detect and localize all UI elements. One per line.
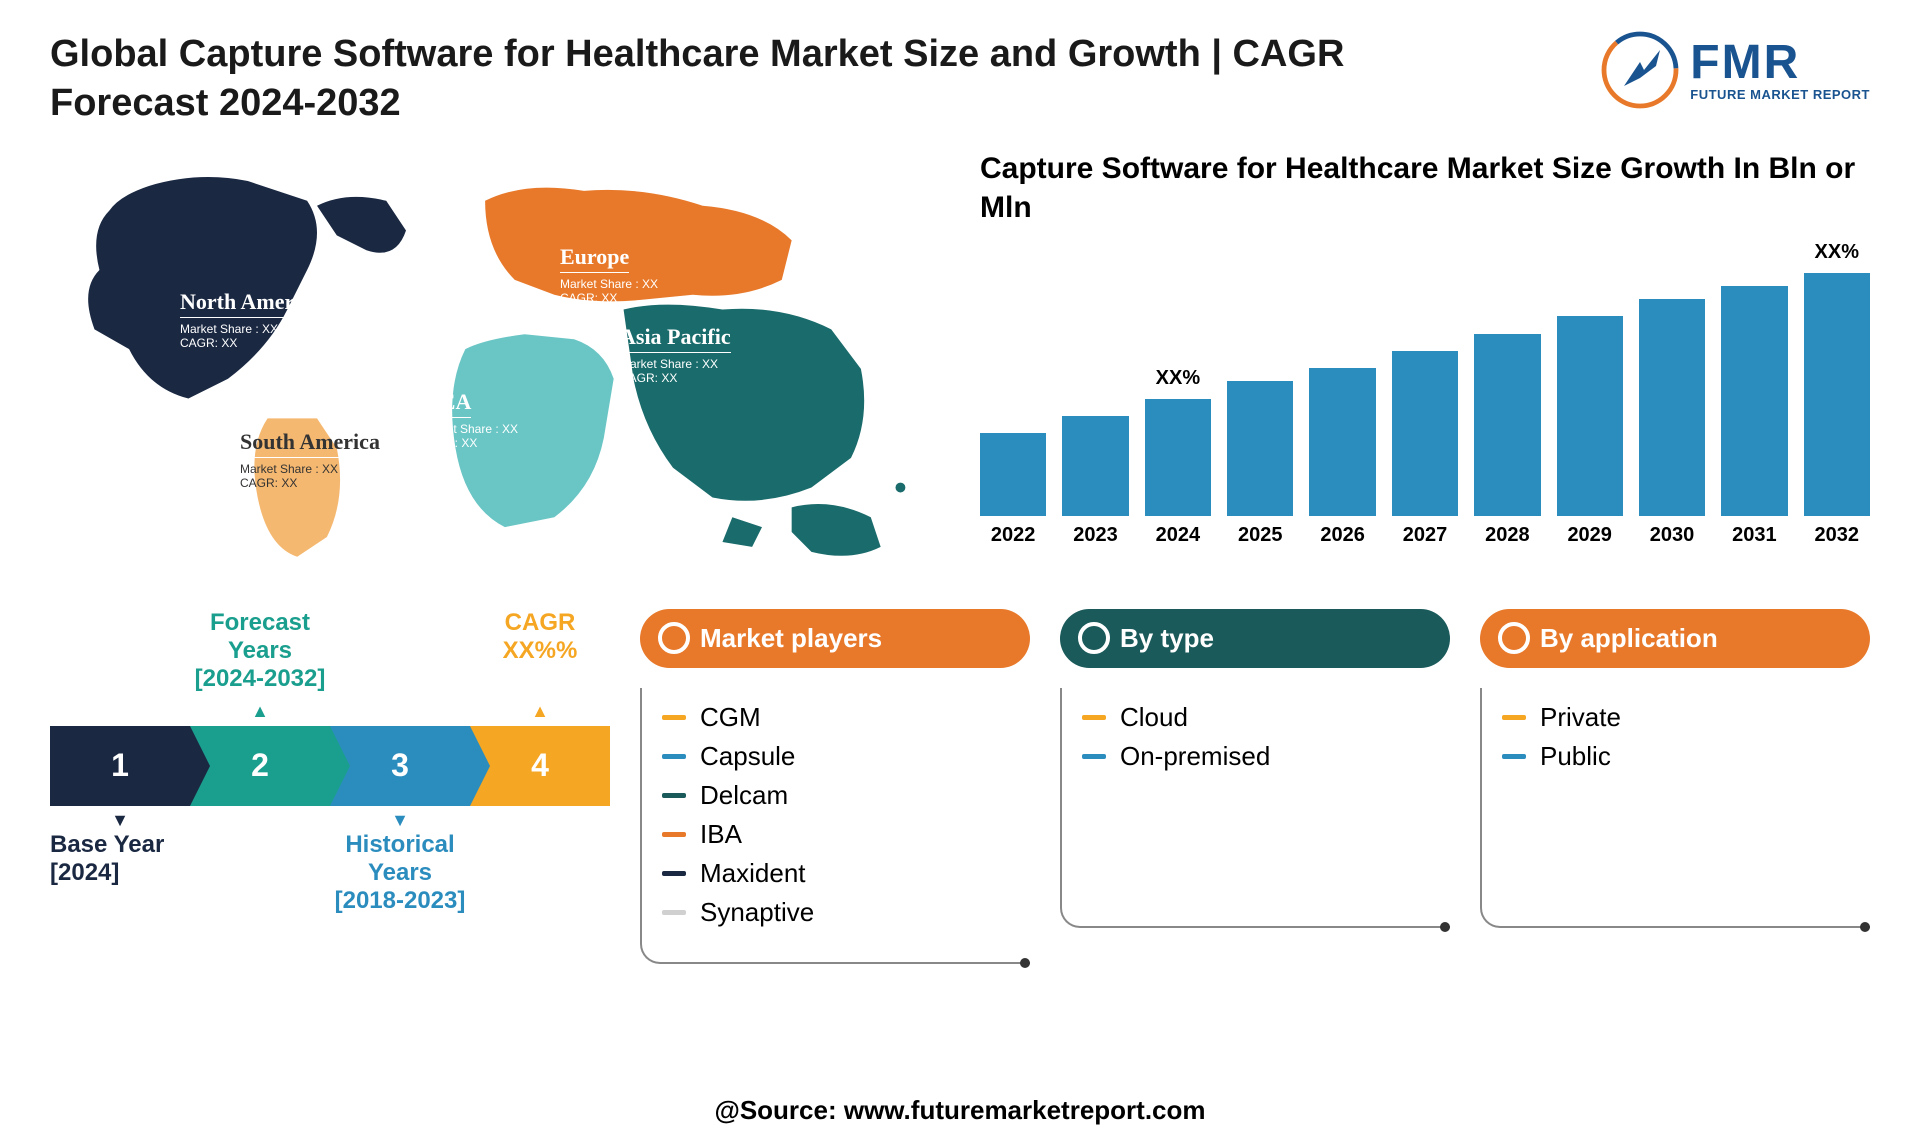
region-label: Asia PacificMarket Share : XXCAGR: XX	[620, 324, 731, 385]
segment-pill: Market players	[640, 609, 1030, 668]
bar	[1145, 399, 1211, 516]
bar-year-label: 2029	[1567, 524, 1612, 547]
bar-year-label: 2030	[1650, 524, 1695, 547]
timeline-step: 3	[330, 726, 470, 806]
bar-year-label: 2025	[1238, 524, 1283, 547]
bar	[1804, 273, 1870, 516]
cagr-label: CAGR XX%%	[470, 609, 610, 693]
bar	[1392, 351, 1458, 516]
bar-column: 2030	[1639, 267, 1705, 547]
bar-column: 2026	[1309, 336, 1375, 546]
historical-label: Historical Years [2018-2023]	[330, 831, 470, 915]
bar	[1721, 286, 1787, 516]
region-label: MEAMarket Share : XXCAGR: XX	[420, 389, 518, 450]
segment-column: By application Private Public	[1480, 609, 1870, 964]
bar-column: 2031	[1721, 254, 1787, 547]
bar-top-label: XX%	[1815, 241, 1859, 267]
bar-year-label: 2032	[1815, 524, 1860, 547]
logo-text-main: FMR	[1690, 39, 1870, 87]
bar	[1062, 416, 1128, 516]
segment-item: Delcam	[662, 776, 1030, 815]
bar-top-label: XX%	[1156, 367, 1200, 393]
timeline-step: 1	[50, 726, 190, 806]
bar	[1309, 368, 1375, 515]
bar	[1639, 299, 1705, 516]
segment-dash-icon	[662, 715, 686, 720]
segment-item-label: Private	[1540, 702, 1621, 733]
timeline: Forecast Years [2024-2032] CAGR XX%% ▲ ▲…	[50, 609, 610, 915]
region-label: EuropeMarket Share : XXCAGR: XX	[560, 244, 658, 305]
bar	[980, 433, 1046, 515]
segment-dash-icon	[662, 832, 686, 837]
bar-year-label: 2028	[1485, 524, 1530, 547]
source-attribution: @Source: www.futuremarketreport.com	[714, 1095, 1205, 1126]
segment-item-label: On-premised	[1120, 741, 1270, 772]
logo-icon	[1600, 30, 1680, 110]
segment-pill: By type	[1060, 609, 1450, 668]
bar-year-label: 2024	[1156, 524, 1201, 547]
segment-item-label: Public	[1540, 741, 1611, 772]
bar-year-label: 2031	[1732, 524, 1777, 547]
bar-column: 2028	[1474, 302, 1540, 547]
segment-column: By type Cloud On-premised	[1060, 609, 1450, 964]
segment-item: On-premised	[1082, 737, 1450, 776]
logo: FMR FUTURE MARKET REPORT	[1600, 30, 1870, 110]
bar-year-label: 2027	[1403, 524, 1448, 547]
segment-dash-icon	[662, 871, 686, 876]
segment-item: Capsule	[662, 737, 1030, 776]
bar-year-label: 2023	[1073, 524, 1118, 547]
logo-text-sub: FUTURE MARKET REPORT	[1690, 87, 1870, 102]
map-svg	[50, 149, 940, 569]
bar-year-label: 2022	[991, 524, 1036, 547]
base-year-label: Base Year [2024]	[50, 831, 190, 915]
region-label: North AmericaMarket Share : XXCAGR: XX	[180, 289, 321, 350]
segment-item: Synaptive	[662, 893, 1030, 932]
bar-column: XX% 2032	[1804, 241, 1870, 547]
segment-item: CGM	[662, 698, 1030, 737]
bar-column: 2029	[1557, 284, 1623, 546]
segment-item-label: Delcam	[700, 780, 788, 811]
segment-item-label: Synaptive	[700, 897, 814, 928]
bar-column: 2023	[1062, 384, 1128, 547]
segment-item: Cloud	[1082, 698, 1450, 737]
bar	[1227, 381, 1293, 515]
world-map: North AmericaMarket Share : XXCAGR: XX So…	[50, 149, 940, 569]
segment-list: Private Public	[1480, 688, 1870, 928]
bar-column: 2027	[1392, 319, 1458, 547]
timeline-step: 4	[470, 726, 610, 806]
forecast-label: Forecast Years [2024-2032]	[190, 609, 330, 693]
segment-item: IBA	[662, 815, 1030, 854]
segment-dash-icon	[1082, 754, 1106, 759]
chart-title: Capture Software for Healthcare Market S…	[980, 149, 1870, 227]
segment-pill: By application	[1480, 609, 1870, 668]
segment-column: Market players CGM Capsule Delcam IBA Ma…	[640, 609, 1030, 964]
page-title: Global Capture Software for Healthcare M…	[50, 30, 1450, 129]
segment-item: Public	[1502, 737, 1870, 776]
bar-year-label: 2026	[1320, 524, 1365, 547]
segment-dash-icon	[1502, 715, 1526, 720]
segment-item: Maxident	[662, 854, 1030, 893]
segment-item-label: Capsule	[700, 741, 795, 772]
bar	[1474, 334, 1540, 516]
bar-column: 2025	[1227, 349, 1293, 546]
segment-list: Cloud On-premised	[1060, 688, 1450, 928]
region-label: South AmericaMarket Share : XXCAGR: XX	[240, 429, 380, 490]
segment-dash-icon	[662, 793, 686, 798]
bar-column: XX% 2024	[1145, 367, 1211, 547]
segment-dash-icon	[662, 754, 686, 759]
bar	[1557, 316, 1623, 515]
segment-item-label: CGM	[700, 702, 761, 733]
segment-item-label: Maxident	[700, 858, 806, 889]
bar-chart: Capture Software for Healthcare Market S…	[980, 149, 1870, 569]
bar-column: 2022	[980, 401, 1046, 546]
segment-item: Private	[1502, 698, 1870, 737]
segment-dash-icon	[1502, 754, 1526, 759]
segment-dash-icon	[662, 910, 686, 915]
segment-dash-icon	[1082, 715, 1106, 720]
segment-list: CGM Capsule Delcam IBA Maxident Synaptiv…	[640, 688, 1030, 964]
segment-item-label: IBA	[700, 819, 742, 850]
segment-item-label: Cloud	[1120, 702, 1188, 733]
timeline-step: 2	[190, 726, 330, 806]
